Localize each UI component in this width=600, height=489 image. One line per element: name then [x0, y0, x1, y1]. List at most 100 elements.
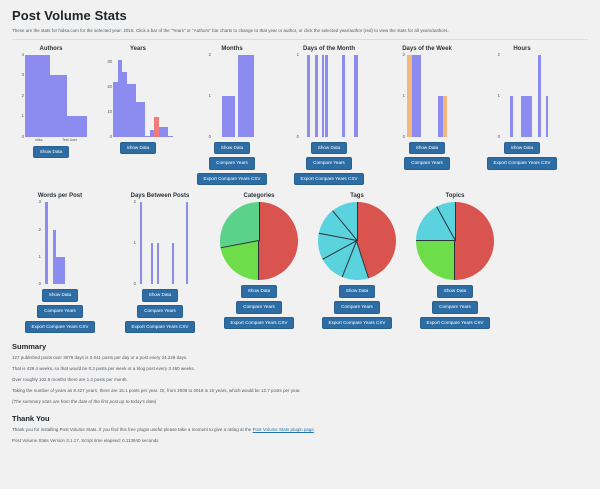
export-compare-years-csv-button[interactable]: Export Compare Years CSV — [124, 320, 196, 334]
show-data-button[interactable]: Show Data — [310, 141, 348, 155]
bar[interactable] — [185, 202, 188, 285]
bar[interactable] — [354, 54, 358, 137]
plugin-page-link[interactable]: Post Volume Stats plugin page — [252, 427, 314, 433]
bar[interactable] — [156, 243, 159, 285]
compare-years-button[interactable]: Compare Years — [404, 157, 450, 170]
bar[interactable] — [131, 84, 137, 137]
compare-years-button[interactable]: Compare Years — [334, 300, 380, 314]
bar[interactable] — [67, 116, 87, 137]
pie-chart[interactable] — [220, 202, 298, 281]
bar[interactable] — [126, 84, 132, 137]
bar[interactable] — [150, 243, 153, 285]
show-data-button[interactable]: Show Data — [436, 285, 474, 298]
plot-area: 0 1 2 — [396, 52, 458, 138]
bar[interactable] — [538, 54, 542, 137]
bar[interactable] — [545, 95, 549, 137]
compare-years-button[interactable]: Compare Years — [306, 157, 352, 170]
bar[interactable] — [145, 135, 150, 137]
show-data-button[interactable]: Show Data — [41, 289, 79, 302]
export-compare-years-csv-button[interactable]: Export Compare Years CSV — [293, 172, 365, 186]
bar[interactable] — [140, 101, 146, 137]
bar[interactable] — [306, 54, 310, 137]
chart-title: Categories — [243, 193, 275, 200]
y-axis: 0 1 2 — [491, 52, 501, 138]
y-tick-label: 1 — [21, 113, 24, 119]
plot-area: 0 10 20 30 — [103, 55, 173, 138]
show-data-button[interactable]: Show Data — [338, 285, 376, 298]
show-data-button[interactable]: Show Data — [32, 145, 70, 159]
show-data-button[interactable]: Show Data — [119, 141, 157, 155]
show-data-button[interactable]: Show Data — [213, 141, 251, 155]
bar[interactable] — [168, 135, 173, 137]
compare-years-button[interactable]: Compare Years — [209, 157, 255, 170]
export-compare-years-csv-button[interactable]: Export Compare Years CSV — [486, 157, 558, 170]
bar[interactable] — [437, 95, 443, 137]
y-tick-label: 1 — [296, 51, 299, 57]
bar[interactable] — [342, 54, 345, 137]
y-tick-label: 20 — [107, 83, 112, 89]
bar[interactable] — [314, 54, 318, 137]
bar[interactable] — [159, 126, 164, 137]
chart-hours: Hours 0 1 2 Show Data Export Compare Years CS… — [476, 46, 568, 186]
y-tick-label: 4 — [21, 51, 24, 57]
chart-title: Words per Post — [37, 193, 83, 200]
bar[interactable] — [510, 95, 514, 137]
show-data-button[interactable]: Show Data — [240, 285, 278, 298]
bar[interactable] — [44, 202, 48, 285]
bar[interactable] — [122, 72, 127, 137]
export-compare-years-csv-button[interactable]: Export Compare Years CSV — [223, 316, 295, 330]
export-compare-years-csv-button[interactable]: Export Compare Years CSV — [419, 316, 491, 330]
bar[interactable] — [325, 54, 328, 137]
y-tick-label: 1 — [402, 92, 405, 98]
bar[interactable] — [520, 95, 533, 137]
bar[interactable] — [136, 101, 141, 137]
bar[interactable] — [25, 54, 50, 137]
show-data-button[interactable]: Show Data — [141, 289, 179, 302]
compare-years-button[interactable]: Compare Years — [236, 300, 282, 314]
chart-days-of-the-month: Days of the Month 0 1 Show Data Compare Year… — [280, 46, 378, 186]
pie-slice-divider — [436, 206, 456, 242]
y-tick-label: 0 — [38, 281, 41, 287]
version-line: Post Volume Stats Version 3.1.17, Script… — [12, 437, 159, 443]
plot-area: 0 1 2 — [202, 52, 262, 138]
export-compare-years-csv-button[interactable]: Export Compare Years CSV — [321, 316, 393, 330]
show-data-button[interactable]: Show Data — [503, 141, 541, 155]
bar[interactable] — [163, 126, 169, 137]
bar[interactable] — [52, 257, 65, 285]
pie-slice-divider — [454, 241, 455, 281]
compare-years-button[interactable]: Compare Years — [37, 304, 83, 318]
bar[interactable] — [171, 243, 174, 285]
bar[interactable] — [237, 54, 254, 137]
show-data-button[interactable]: Show Data — [408, 141, 446, 155]
bar[interactable] — [321, 54, 324, 137]
bar[interactable] — [412, 54, 422, 137]
bar[interactable] — [139, 202, 142, 285]
divider — [12, 38, 588, 40]
bar[interactable] — [117, 59, 123, 137]
chart-actions: Show Data Export Compare Years CSV — [486, 141, 558, 170]
bar[interactable] — [52, 229, 56, 285]
chart-title: Tags — [350, 193, 364, 200]
bar[interactable] — [407, 54, 413, 137]
compare-years-button[interactable]: Compare Years — [432, 300, 478, 314]
export-compare-years-csv-button[interactable]: Export Compare Years CSV — [196, 172, 268, 186]
bar[interactable] — [222, 95, 235, 137]
pie-chart[interactable] — [318, 202, 396, 281]
compare-years-button[interactable]: Compare Years — [137, 304, 183, 318]
y-tick-label: 3 — [21, 72, 24, 78]
chart-days-of-the-week: Days of the Week 0 1 2 Show Data Compare Year… — [378, 46, 476, 186]
pie-chart[interactable] — [416, 202, 494, 281]
page-description: These are the stats for hidsa.com for th… — [12, 28, 449, 33]
y-tick-label: 1 — [497, 92, 500, 98]
chart-actions: Show Data Compare Years Export Compare Yea… — [321, 285, 393, 330]
export-compare-years-csv-button[interactable]: Export Compare Years CSV — [24, 320, 96, 334]
y-tick-label: 0 — [21, 133, 24, 139]
bar[interactable] — [113, 81, 118, 137]
bar[interactable] — [49, 75, 68, 137]
bar[interactable] — [149, 130, 155, 137]
bar[interactable] — [154, 116, 160, 137]
chart-title: Topics — [445, 193, 465, 200]
bar[interactable] — [442, 95, 447, 137]
plot-area: 0 1 2 3 — [32, 200, 88, 287]
y-tick-label: 10 — [107, 108, 112, 114]
